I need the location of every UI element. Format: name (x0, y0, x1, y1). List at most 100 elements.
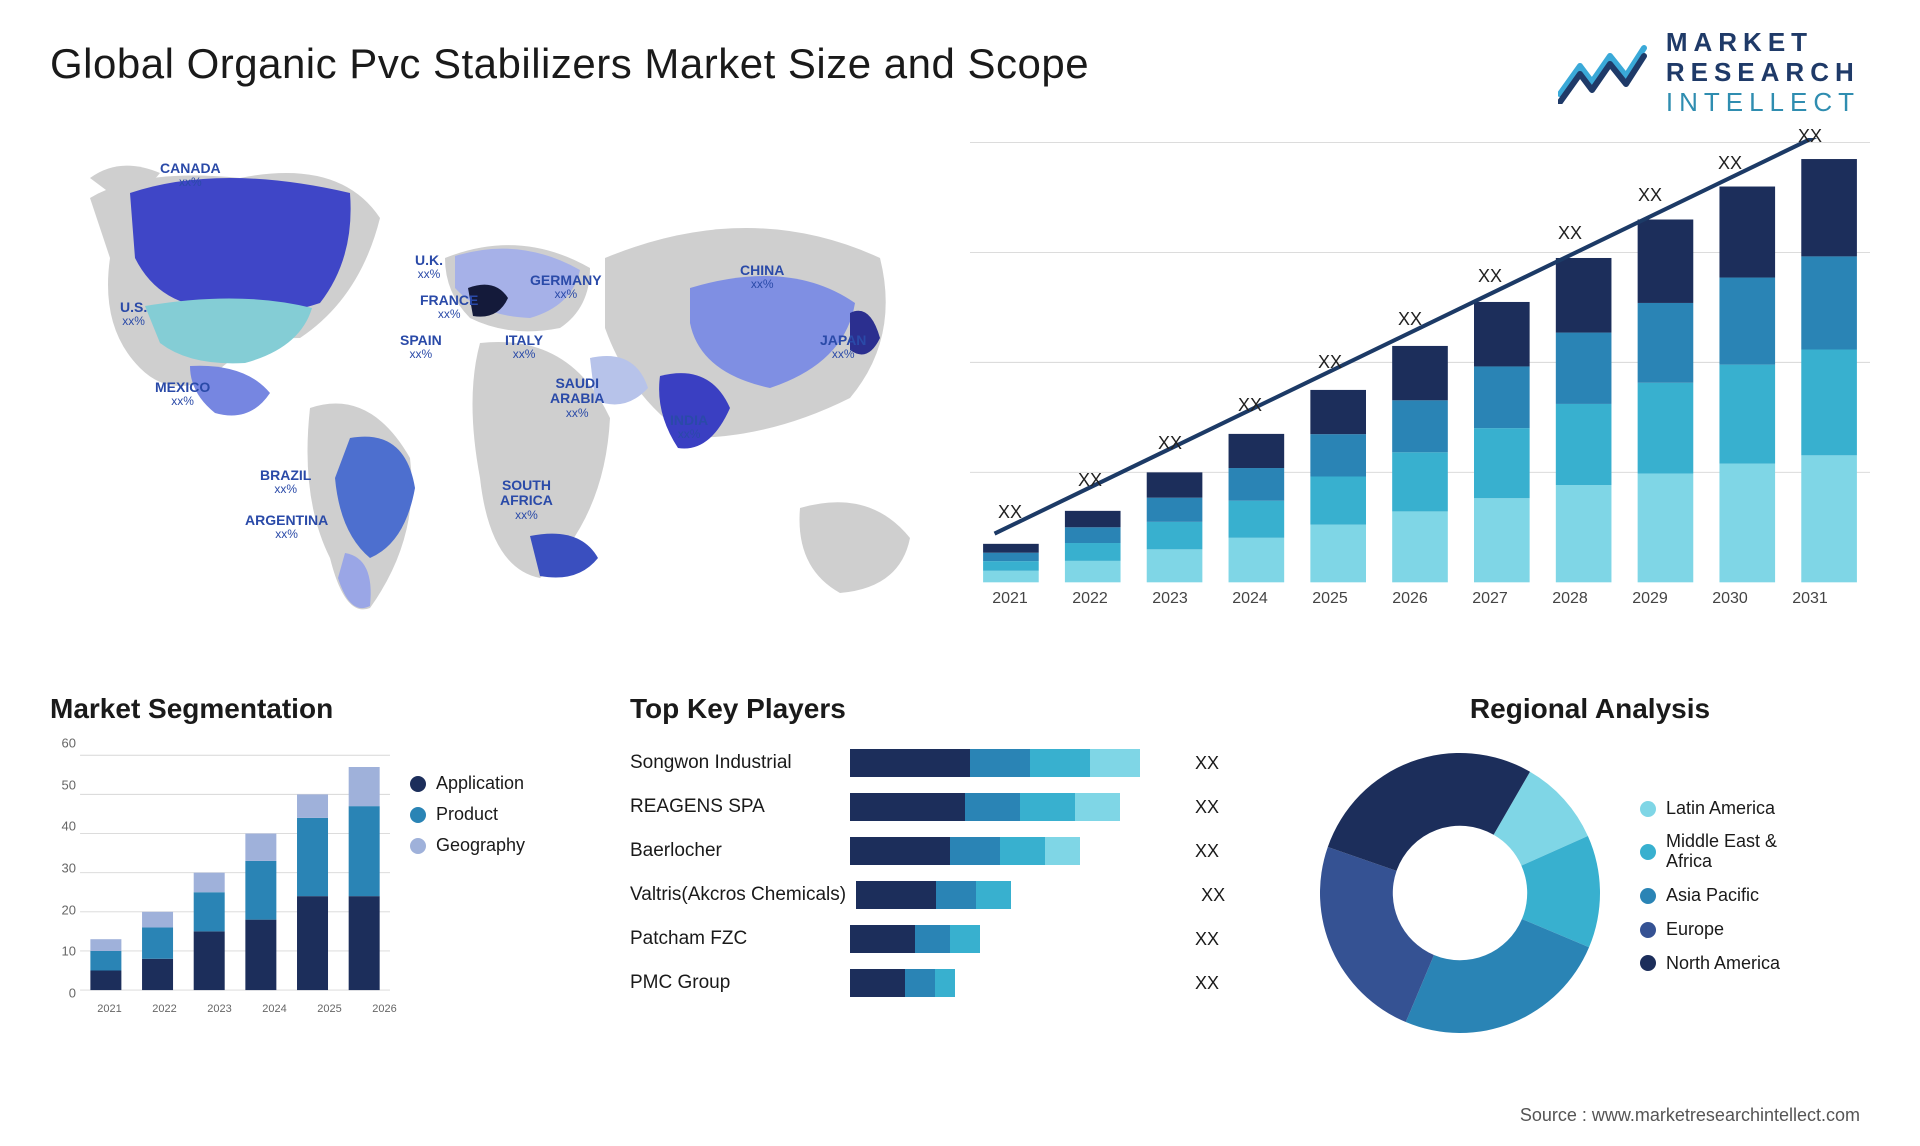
player-name: Baerlocher (630, 840, 850, 862)
map-label: U.K.xx% (415, 253, 443, 282)
region-legend-item: Europe (1640, 920, 1780, 940)
segmentation-panel: Market Segmentation 0102030405060 202120… (50, 693, 590, 1043)
logo-line1: MARKET (1666, 28, 1860, 58)
seg-y-tick: 30 (50, 861, 76, 876)
player-bar-segment (1020, 793, 1075, 821)
player-name: Songwon Industrial (630, 752, 850, 774)
player-bar (850, 793, 1180, 821)
growth-bar-label: XX (1078, 470, 1102, 491)
legend-label: Middle East &Africa (1666, 832, 1777, 872)
region-legend-item: Middle East &Africa (1640, 832, 1780, 872)
map-label: U.S.xx% (120, 300, 147, 329)
legend-dot-icon (1640, 922, 1656, 938)
player-bar-segment (970, 749, 1030, 777)
map-label: BRAZILxx% (260, 468, 311, 497)
growth-year-label: 2031 (1792, 590, 1828, 608)
seg-x-tick: 2026 (372, 1003, 396, 1015)
map-label: FRANCExx% (420, 293, 478, 322)
map-label: ARGENTINAxx% (245, 513, 328, 542)
player-bar-segment (936, 881, 976, 909)
player-value: XX (1180, 841, 1230, 862)
seg-legend-item: Geography (410, 835, 590, 856)
segmentation-chart-svg (50, 743, 390, 1023)
seg-y-tick: 10 (50, 944, 76, 959)
map-label: SPAINxx% (400, 333, 442, 362)
player-row: PMC GroupXX (630, 963, 1270, 1003)
brand-logo: MARKET RESEARCH INTELLECT (1558, 28, 1860, 118)
legend-label: Geography (436, 835, 525, 856)
growth-year-label: 2022 (1072, 590, 1108, 608)
player-bar-segment (1030, 749, 1090, 777)
segmentation-legend: ApplicationProductGeography (410, 743, 590, 1023)
player-value: XX (1180, 753, 1230, 774)
seg-legend-item: Application (410, 773, 590, 794)
legend-dot-icon (410, 776, 426, 792)
player-bar-segment (915, 925, 950, 953)
player-value: XX (1186, 885, 1236, 906)
player-bar-segment (965, 793, 1020, 821)
seg-y-tick: 40 (50, 819, 76, 834)
logo-line3: INTELLECT (1666, 88, 1860, 118)
seg-y-tick: 20 (50, 902, 76, 917)
legend-label: Asia Pacific (1666, 886, 1759, 906)
growth-year-label: 2025 (1312, 590, 1348, 608)
player-row: Songwon Industrial XX (630, 743, 1270, 783)
world-map: CANADAxx%U.S.xx%MEXICOxx%BRAZILxx%ARGENT… (50, 138, 930, 638)
player-row: Baerlocher XX (630, 831, 1270, 871)
growth-bar-label: XX (1558, 223, 1582, 244)
growth-bar-label: XX (1718, 153, 1742, 174)
player-bar-segment (950, 837, 1000, 865)
player-bar-segment (850, 749, 970, 777)
growth-bar-label: XX (1238, 395, 1262, 416)
player-bar-segment (1045, 837, 1080, 865)
player-bar-segment (905, 969, 935, 997)
player-bar (850, 925, 1180, 953)
map-label: CANADAxx% (160, 161, 221, 190)
regional-legend: Latin America Middle East &Africa Asia Pac… (1640, 799, 1780, 988)
region-legend-item: Latin America (1640, 799, 1780, 819)
growth-year-label: 2023 (1152, 590, 1188, 608)
growth-bar-label: XX (1798, 126, 1822, 147)
map-label: SAUDIARABIAxx% (550, 376, 604, 420)
player-value: XX (1180, 929, 1230, 950)
logo-mark-icon (1558, 42, 1648, 104)
legend-label: Europe (1666, 920, 1724, 940)
seg-x-tick: 2022 (152, 1003, 176, 1015)
legend-dot-icon (1640, 844, 1656, 860)
player-name: Valtris(Akcros Chemicals) (630, 884, 856, 906)
regional-panel: Regional Analysis Latin America Middle Ea… (1310, 693, 1870, 1043)
growth-year-label: 2030 (1712, 590, 1748, 608)
legend-dot-icon (410, 838, 426, 854)
player-bar-segment (850, 925, 915, 953)
key-players-panel: Top Key Players Songwon IndustrialXXREAG… (630, 693, 1270, 1043)
source-attribution: Source : www.marketresearchintellect.com (1520, 1105, 1860, 1126)
map-label: SOUTHAFRICAxx% (500, 478, 553, 522)
player-bar-segment (976, 881, 1011, 909)
growth-bar-label: XX (1638, 185, 1662, 206)
key-players-title: Top Key Players (630, 693, 1270, 725)
legend-label: Latin America (1666, 799, 1775, 819)
region-legend-item: Asia Pacific (1640, 886, 1780, 906)
segmentation-title: Market Segmentation (50, 693, 590, 725)
legend-label: North America (1666, 954, 1780, 974)
growth-bar-label: XX (998, 502, 1022, 523)
player-row: Valtris(Akcros Chemicals) XX (630, 875, 1270, 915)
player-bar (850, 969, 1180, 997)
map-label: GERMANYxx% (530, 273, 602, 302)
seg-x-tick: 2023 (207, 1003, 231, 1015)
key-players-list: Songwon IndustrialXXREAGENS SPAXXBaerloc… (630, 743, 1270, 1007)
growth-chart-svg (970, 138, 1870, 638)
player-name: Patcham FZC (630, 928, 850, 950)
player-bar (850, 837, 1180, 865)
seg-y-tick: 50 (50, 777, 76, 792)
segmentation-chart: 0102030405060 202120222023202420252026 (50, 743, 390, 1023)
growth-year-label: 2024 (1232, 590, 1268, 608)
growth-bar-label: XX (1398, 309, 1422, 330)
growth-bar-label: XX (1478, 266, 1502, 287)
seg-y-tick: 60 (50, 736, 76, 751)
growth-bar-label: XX (1318, 352, 1342, 373)
legend-dot-icon (410, 807, 426, 823)
player-value: XX (1180, 973, 1230, 994)
regional-title: Regional Analysis (1310, 693, 1870, 725)
map-label: CHINAxx% (740, 263, 784, 292)
